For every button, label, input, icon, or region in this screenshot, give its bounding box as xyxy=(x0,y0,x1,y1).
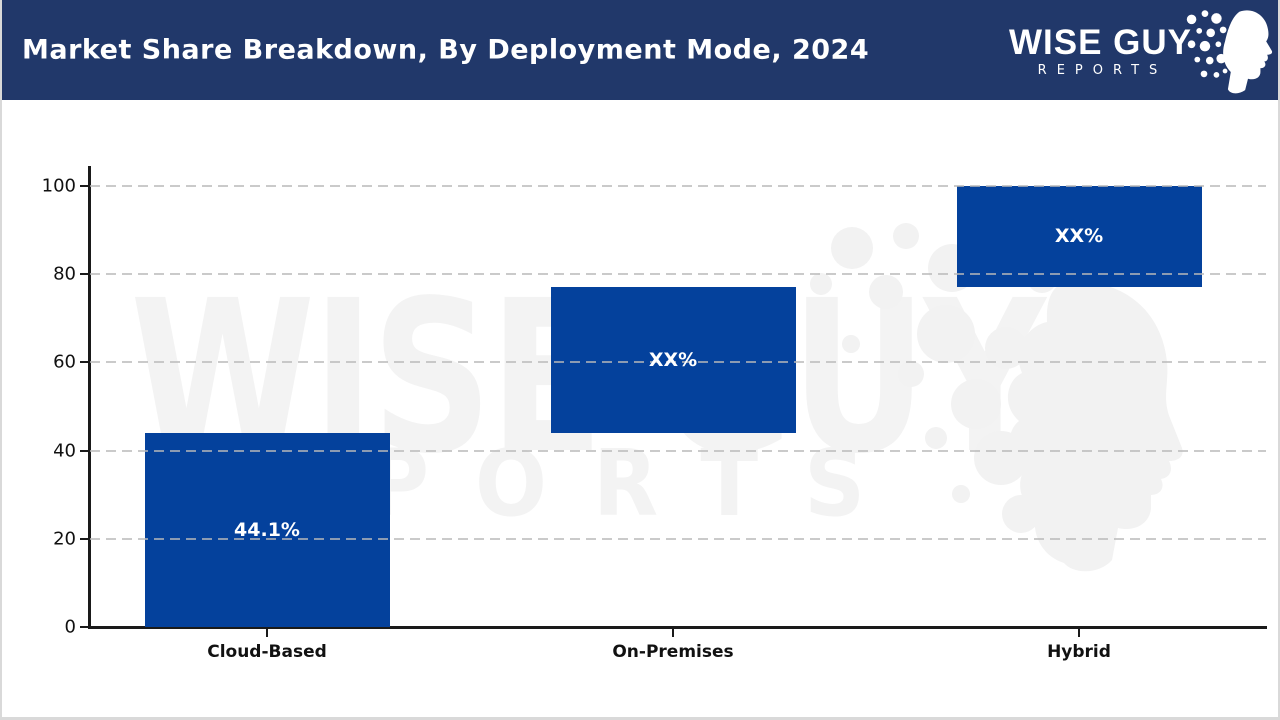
gridline-20 xyxy=(90,537,1266,540)
bar-value-label: XX% xyxy=(1054,225,1104,248)
y-tick-label: 60 xyxy=(53,351,76,373)
chart-plot-area: 44.1% XX% XX% 0 20 40 60 80 100 Cloud-Based On-Pre… xyxy=(42,166,1267,662)
y-tick-label: 40 xyxy=(53,440,76,462)
gridline-100 xyxy=(90,185,1266,187)
y-tick-mark xyxy=(80,361,89,364)
brand-logo: WISE GUY REPORTS xyxy=(1009,6,1274,94)
gridline-60 xyxy=(90,361,1266,364)
bar-cloud-based xyxy=(144,432,390,627)
y-tick-mark xyxy=(80,273,89,276)
x-category-label: On-Premises xyxy=(612,642,734,662)
page-title: Market Share Breakdown, By Deployment Mo… xyxy=(22,34,870,66)
x-category-label: Hybrid xyxy=(1047,642,1111,662)
bar-hybrid xyxy=(956,186,1202,287)
y-axis-line xyxy=(88,166,91,629)
y-tick-label: 100 xyxy=(41,175,76,197)
watermark-face-icon xyxy=(810,223,1183,572)
gridline-40 xyxy=(90,449,1266,452)
brand-name: WISE GUY xyxy=(1008,22,1192,62)
brand-face-icon xyxy=(1186,10,1273,94)
gridline-80 xyxy=(90,273,1266,276)
x-tick-mark xyxy=(266,629,268,637)
bar-value-label: 44.1% xyxy=(234,518,300,541)
brand-subname: REPORTS xyxy=(1037,62,1168,78)
y-tick-mark xyxy=(80,185,89,187)
header-bar: Market Share Breakdown, By Deployment Mo… xyxy=(2,0,1278,100)
brand-logo-text: WISE GUY REPORTS xyxy=(1009,23,1192,78)
y-tick-label: 0 xyxy=(64,616,76,638)
x-category-label: Cloud-Based xyxy=(207,642,327,662)
bar-value-label: XX% xyxy=(648,348,698,371)
y-tick-mark xyxy=(80,626,89,628)
x-tick-mark xyxy=(1078,629,1080,637)
y-tick-mark xyxy=(80,449,89,452)
y-tick-label: 80 xyxy=(53,263,76,285)
bar-on-premises xyxy=(550,286,796,433)
x-tick-mark xyxy=(672,629,674,637)
y-tick-label: 20 xyxy=(53,528,76,550)
x-axis-line xyxy=(88,626,1267,629)
y-tick-mark xyxy=(80,537,89,540)
